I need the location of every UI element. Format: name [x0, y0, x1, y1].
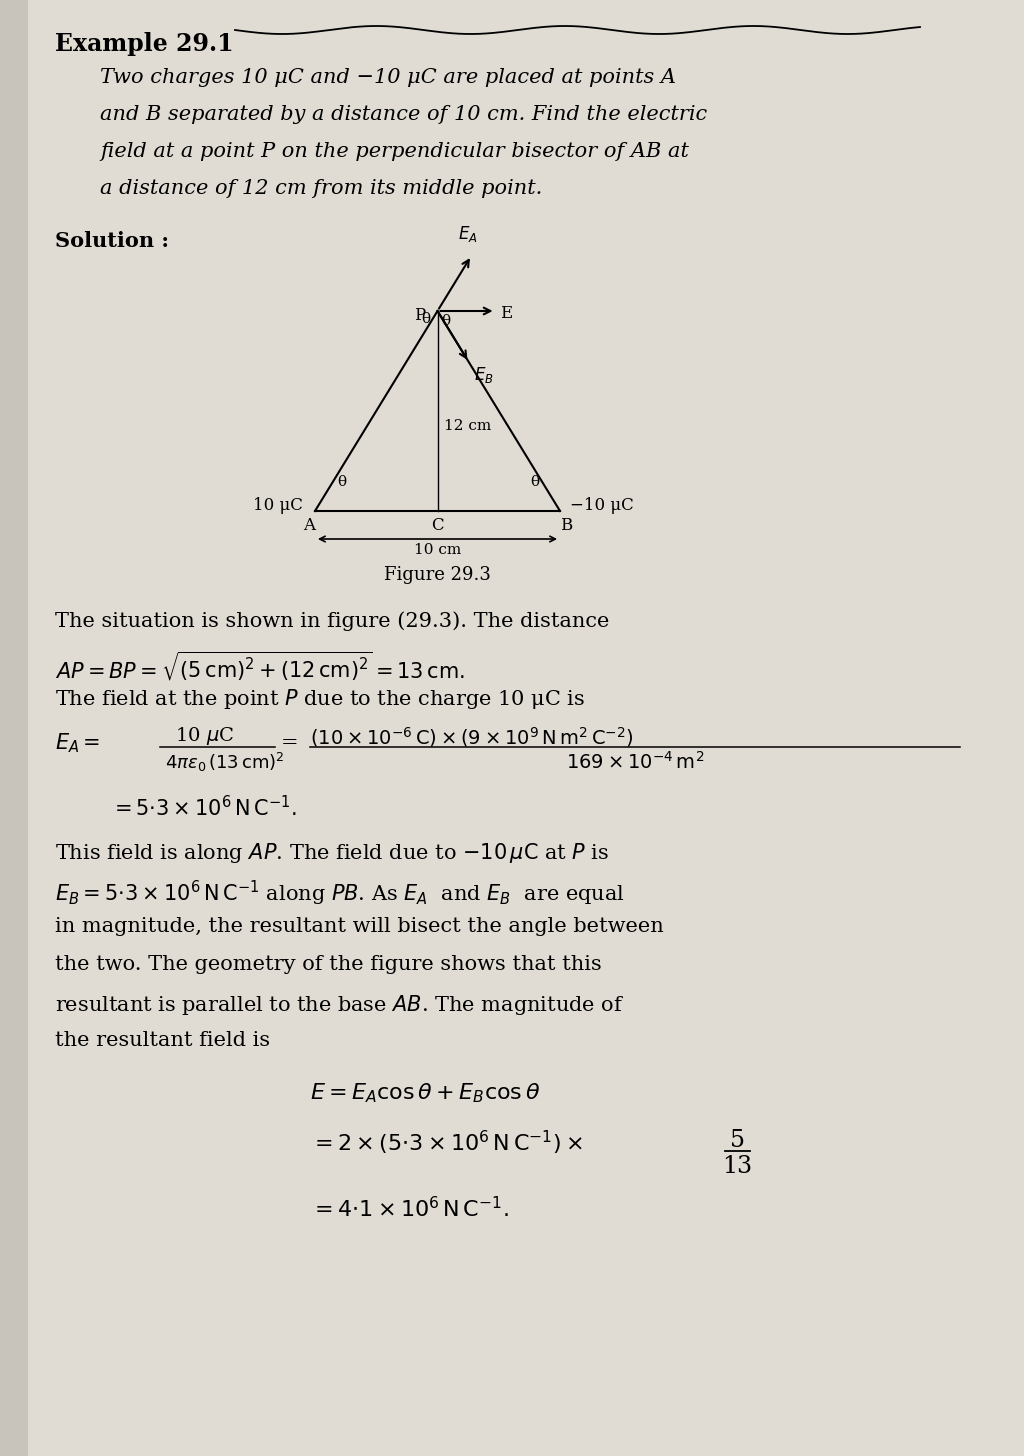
- Text: θ: θ: [441, 314, 451, 328]
- Text: $E_A$: $E_A$: [458, 224, 477, 243]
- Text: θ: θ: [422, 312, 431, 326]
- Text: The field at the point $P$ due to the charge 10 μC is: The field at the point $P$ due to the ch…: [55, 687, 585, 711]
- Text: Two charges 10 μC and −10 μC are placed at points A: Two charges 10 μC and −10 μC are placed …: [100, 68, 676, 87]
- Text: $E_A =$: $E_A =$: [55, 731, 100, 754]
- Text: E: E: [501, 304, 513, 322]
- Text: B: B: [560, 517, 572, 534]
- Text: a distance of 12 cm from its middle point.: a distance of 12 cm from its middle poin…: [100, 179, 543, 198]
- Text: $4\pi\varepsilon_0\,(13\,\mathrm{cm})^2$: $4\pi\varepsilon_0\,(13\,\mathrm{cm})^2$: [165, 751, 285, 775]
- Text: resultant is parallel to the base $AB$. The magnitude of: resultant is parallel to the base $AB$. …: [55, 993, 625, 1016]
- Text: P: P: [415, 307, 426, 323]
- Text: Solution :: Solution :: [55, 232, 169, 250]
- Text: This field is along $AP$. The field due to $-10\,\mu\mathrm{C}$ at $P$ is: This field is along $AP$. The field due …: [55, 842, 609, 865]
- Text: $E = E_A\cos\theta + E_B\cos\theta$: $E = E_A\cos\theta + E_B\cos\theta$: [310, 1080, 541, 1105]
- Text: 10 μC: 10 μC: [253, 498, 303, 514]
- Text: $= 4{\cdot}1 \times 10^6\,\mathrm{N\,C}^{-1}.$: $= 4{\cdot}1 \times 10^6\,\mathrm{N\,C}^…: [310, 1197, 509, 1222]
- Text: $= 2 \times (5{\cdot}3 \times 10^6\,\mathrm{N\,C}^{-1}) \times$: $= 2 \times (5{\cdot}3 \times 10^6\,\mat…: [310, 1128, 583, 1158]
- Text: θ: θ: [530, 475, 539, 489]
- Text: θ: θ: [337, 475, 346, 489]
- Text: −10 μC: −10 μC: [570, 498, 634, 514]
- Text: $E_B$: $E_B$: [474, 365, 494, 386]
- Text: Figure 29.3: Figure 29.3: [384, 566, 490, 584]
- Text: A: A: [303, 517, 315, 534]
- Text: $(10 \times 10^{-6}\,\mathrm{C}) \times (9 \times 10^9\,\mathrm{N\,m}^2\,\mathrm: $(10 \times 10^{-6}\,\mathrm{C}) \times …: [310, 725, 634, 748]
- Text: 5: 5: [729, 1128, 744, 1152]
- Text: 10 cm: 10 cm: [414, 543, 461, 558]
- Text: =: =: [282, 734, 299, 753]
- Text: the two. The geometry of the figure shows that this: the two. The geometry of the figure show…: [55, 955, 602, 974]
- Text: 12 cm: 12 cm: [443, 419, 490, 432]
- Text: $= 5{\cdot}3 \times 10^6\,\mathrm{N\,C}^{-1}.$: $= 5{\cdot}3 \times 10^6\,\mathrm{N\,C}^…: [110, 795, 297, 820]
- Text: 13: 13: [722, 1155, 752, 1178]
- Text: $AP = BP = \sqrt{(5\,\mathrm{cm})^2 + (12\,\mathrm{cm})^2} = 13\,\mathrm{cm}.$: $AP = BP = \sqrt{(5\,\mathrm{cm})^2 + (1…: [55, 649, 465, 683]
- Text: and B separated by a distance of 10 cm. Find the electric: and B separated by a distance of 10 cm. …: [100, 105, 708, 124]
- Text: C: C: [431, 517, 443, 534]
- Text: Example 29.1: Example 29.1: [55, 32, 233, 55]
- Text: The situation is shown in figure (29.3). The distance: The situation is shown in figure (29.3).…: [55, 612, 609, 630]
- Text: 10 $\mu$C: 10 $\mu$C: [175, 725, 234, 747]
- Text: in magnitude, the resultant will bisect the angle between: in magnitude, the resultant will bisect …: [55, 917, 664, 936]
- Text: $E_B = 5{\cdot}3 \times 10^6\,\mathrm{N\,C}^{-1}$ along $PB$. As $E_A$  and $E_B: $E_B = 5{\cdot}3 \times 10^6\,\mathrm{N\…: [55, 879, 625, 909]
- Text: field at a point P on the perpendicular bisector of AB at: field at a point P on the perpendicular …: [100, 143, 689, 162]
- Text: the resultant field is: the resultant field is: [55, 1031, 270, 1050]
- Text: $169 \times 10^{-4}\,\mathrm{m}^2$: $169 \times 10^{-4}\,\mathrm{m}^2$: [566, 751, 705, 773]
